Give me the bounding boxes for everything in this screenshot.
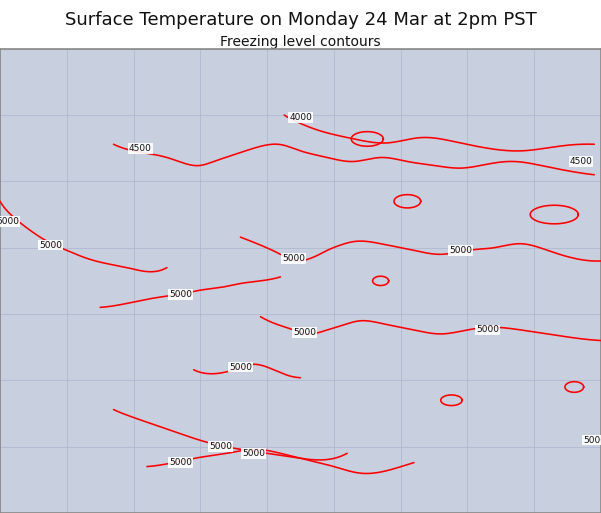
Text: 5000: 5000 xyxy=(293,328,316,337)
Text: 5000: 5000 xyxy=(209,442,232,451)
Text: 5000: 5000 xyxy=(169,458,192,467)
Text: 5000: 5000 xyxy=(583,436,601,445)
Text: 5000: 5000 xyxy=(39,241,63,249)
Text: 5000: 5000 xyxy=(282,254,305,263)
Text: 5000: 5000 xyxy=(242,449,265,458)
Text: 5000: 5000 xyxy=(169,290,192,299)
Text: 5000: 5000 xyxy=(450,246,472,255)
Text: 5000: 5000 xyxy=(0,216,19,226)
Text: 5000: 5000 xyxy=(476,325,499,334)
Text: 4500: 4500 xyxy=(570,157,593,166)
Text: 4500: 4500 xyxy=(129,144,151,153)
Text: 5000: 5000 xyxy=(229,363,252,371)
Text: 4000: 4000 xyxy=(289,113,312,122)
Text: Freezing level contours: Freezing level contours xyxy=(220,35,381,49)
Text: Surface Temperature on Monday 24 Mar at 2pm PST: Surface Temperature on Monday 24 Mar at … xyxy=(65,11,536,29)
